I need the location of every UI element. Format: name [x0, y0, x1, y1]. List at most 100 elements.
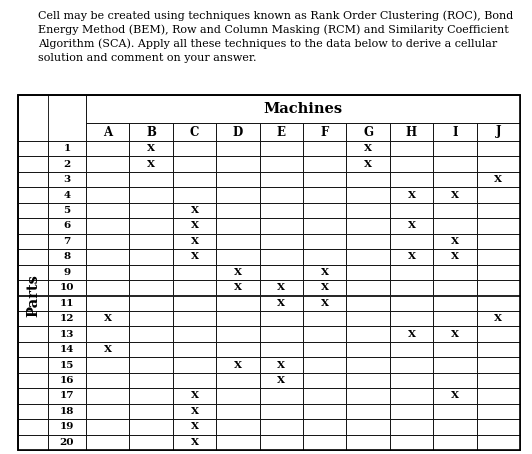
Bar	[18, 404, 48, 419]
Bar	[86, 234, 129, 249]
Bar	[477, 218, 520, 234]
Text: X: X	[408, 222, 415, 231]
Text: X: X	[190, 438, 198, 447]
Bar	[173, 357, 216, 373]
Bar	[216, 404, 260, 419]
Bar	[18, 95, 520, 450]
Bar	[86, 342, 129, 357]
Bar	[477, 419, 520, 434]
Bar	[390, 357, 433, 373]
Bar	[48, 249, 86, 265]
Text: X: X	[104, 345, 112, 354]
Text: Machines: Machines	[263, 102, 343, 116]
Bar	[129, 141, 173, 157]
Bar	[390, 141, 433, 157]
Bar	[18, 373, 48, 388]
Bar	[346, 141, 390, 157]
Text: 4: 4	[63, 191, 71, 200]
Bar	[173, 342, 216, 357]
Bar	[390, 434, 433, 450]
Bar	[18, 311, 48, 326]
Bar	[477, 157, 520, 172]
Bar	[129, 419, 173, 434]
Bar	[477, 404, 520, 419]
Bar	[48, 311, 86, 326]
Bar	[303, 404, 346, 419]
Bar	[18, 234, 48, 249]
Bar	[86, 404, 129, 419]
Bar	[18, 342, 48, 357]
Text: X: X	[451, 191, 459, 200]
Bar	[260, 388, 303, 404]
Bar	[346, 234, 390, 249]
Bar	[477, 296, 520, 311]
Bar	[390, 419, 433, 434]
Bar	[303, 218, 346, 234]
Bar	[303, 296, 346, 311]
Text: X: X	[277, 376, 285, 385]
Bar	[260, 157, 303, 172]
Bar	[477, 311, 520, 326]
Text: 9: 9	[63, 268, 71, 277]
Bar	[129, 234, 173, 249]
Bar	[129, 388, 173, 404]
Bar	[48, 265, 86, 280]
Text: 2: 2	[63, 160, 71, 169]
Text: 3: 3	[63, 175, 71, 184]
Bar	[129, 123, 173, 141]
Bar	[129, 434, 173, 450]
Bar	[260, 342, 303, 357]
Bar	[173, 188, 216, 203]
Bar	[433, 157, 477, 172]
Text: 5: 5	[63, 206, 71, 215]
Text: X: X	[408, 330, 415, 339]
Bar	[390, 326, 433, 342]
Bar	[433, 123, 477, 141]
Bar	[390, 280, 433, 296]
Bar	[260, 404, 303, 419]
Bar	[48, 203, 86, 218]
Bar	[260, 218, 303, 234]
Bar	[303, 388, 346, 404]
Bar	[433, 296, 477, 311]
Bar	[216, 296, 260, 311]
Bar	[477, 188, 520, 203]
Bar	[86, 326, 129, 342]
Bar	[346, 373, 390, 388]
Bar	[477, 265, 520, 280]
Bar	[477, 342, 520, 357]
Text: X: X	[408, 191, 415, 200]
Text: 18: 18	[60, 407, 74, 416]
Bar	[18, 357, 48, 373]
Bar	[346, 434, 390, 450]
Bar	[260, 188, 303, 203]
Bar	[129, 404, 173, 419]
Text: X: X	[190, 407, 198, 416]
Text: X: X	[147, 160, 155, 169]
Bar	[86, 172, 129, 188]
Text: X: X	[277, 299, 285, 308]
Text: 14: 14	[60, 345, 74, 354]
Bar	[303, 311, 346, 326]
Bar	[346, 218, 390, 234]
Text: X: X	[147, 144, 155, 153]
Bar	[303, 249, 346, 265]
Bar	[173, 265, 216, 280]
Bar	[18, 419, 48, 434]
Text: X: X	[321, 268, 329, 277]
Bar	[173, 203, 216, 218]
Text: X: X	[451, 252, 459, 262]
Bar	[390, 342, 433, 357]
Bar	[129, 326, 173, 342]
Bar	[390, 388, 433, 404]
Bar	[433, 265, 477, 280]
Bar	[260, 419, 303, 434]
Text: 20: 20	[60, 438, 74, 447]
Bar	[216, 141, 260, 157]
Bar	[433, 172, 477, 188]
Text: 16: 16	[60, 376, 74, 385]
Text: A: A	[103, 125, 112, 138]
Bar	[346, 404, 390, 419]
Bar	[390, 249, 433, 265]
Bar	[86, 265, 129, 280]
